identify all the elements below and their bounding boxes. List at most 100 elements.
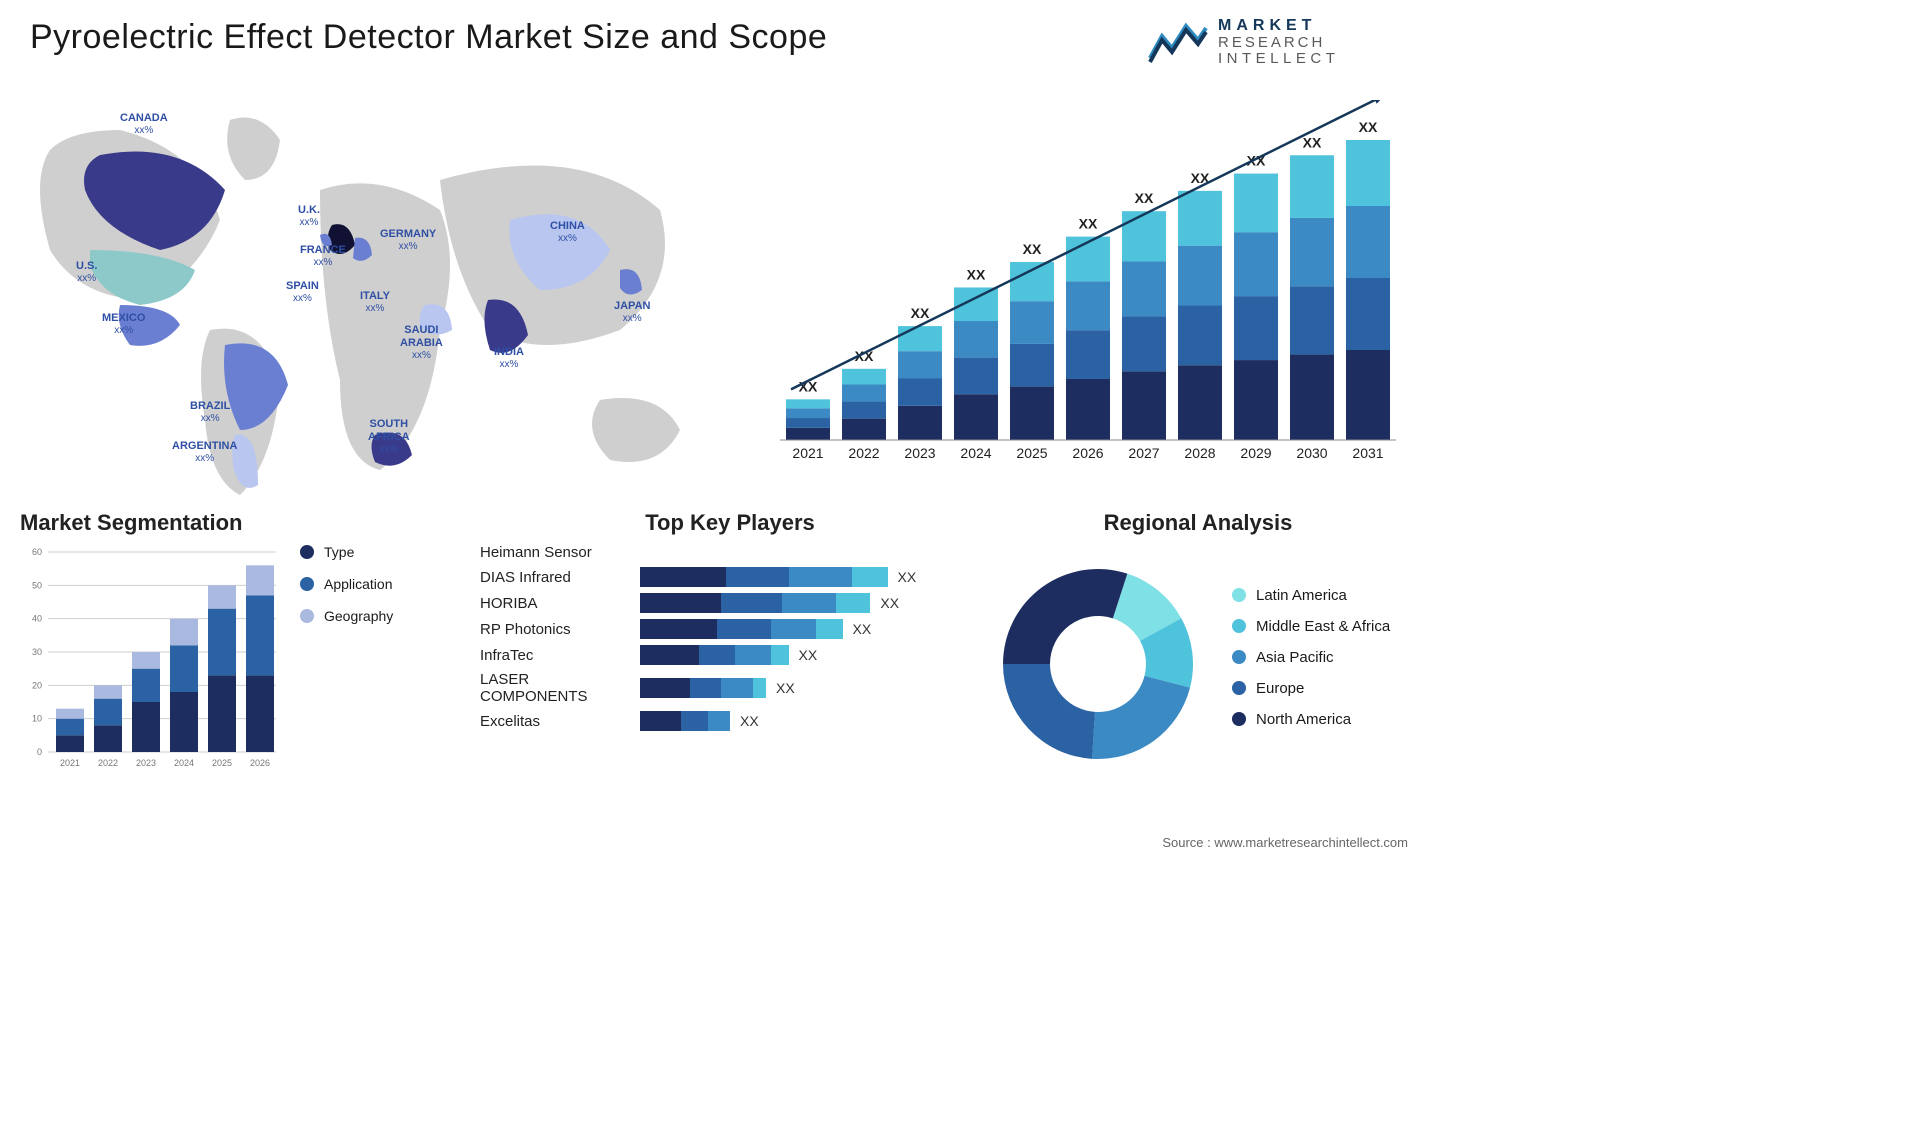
logo-line2: RESEARCH: [1218, 35, 1339, 51]
player-row: InfraTec XX: [480, 645, 980, 665]
svg-text:2022: 2022: [98, 758, 118, 768]
svg-text:20: 20: [32, 680, 42, 690]
player-row: LASER COMPONENTS XX: [480, 671, 980, 705]
svg-text:2026: 2026: [1072, 445, 1103, 461]
svg-text:2021: 2021: [792, 445, 823, 461]
players-list: DIAS InfraredXXHORIBAXXRP PhotonicsXXInf…: [480, 567, 980, 731]
region-legend-latin-america: Latin America: [1232, 587, 1390, 604]
player-bar: [640, 711, 730, 731]
svg-text:XX: XX: [1303, 134, 1322, 150]
players-header: Heimann Sensor: [480, 544, 640, 561]
player-row: DIAS Infrared XX: [480, 567, 980, 587]
player-value: XX: [799, 647, 818, 663]
region-legend-north-america: North America: [1232, 711, 1390, 728]
segmentation-legend: Type Application Geography: [300, 544, 393, 640]
growth-chart-panel: XX2021XX2022XX2023XX2024XX2025XX2026XX20…: [768, 100, 1408, 470]
player-name: HORIBA: [480, 595, 640, 612]
map-label-mexico: MEXICOxx%: [102, 312, 145, 337]
map-label-u-s-: U.S.xx%: [76, 260, 97, 285]
svg-text:2025: 2025: [212, 758, 232, 768]
map-label-india: INDIAxx%: [494, 346, 524, 371]
player-bar: [640, 678, 766, 698]
svg-text:50: 50: [32, 580, 42, 590]
player-value: XX: [853, 621, 872, 637]
svg-text:2025: 2025: [1016, 445, 1047, 461]
player-name: Excelitas: [480, 713, 640, 730]
svg-text:XX: XX: [1359, 119, 1378, 135]
map-label-u-k-: U.K.xx%: [298, 204, 320, 229]
player-value: XX: [898, 569, 917, 585]
player-name: DIAS Infrared: [480, 569, 640, 586]
player-bar: [640, 567, 888, 587]
player-bar: [640, 619, 843, 639]
svg-text:2028: 2028: [1184, 445, 1215, 461]
svg-text:2027: 2027: [1128, 445, 1159, 461]
players-title: Top Key Players: [480, 510, 980, 536]
player-row: RP Photonics XX: [480, 619, 980, 639]
seg-legend-geography: Geography: [300, 608, 393, 624]
player-bar: [640, 645, 789, 665]
svg-text:2031: 2031: [1352, 445, 1383, 461]
svg-text:XX: XX: [967, 266, 986, 282]
map-label-spain: SPAINxx%: [286, 280, 319, 305]
map-label-japan: JAPANxx%: [614, 300, 650, 325]
svg-text:10: 10: [32, 714, 42, 724]
region-legend-europe: Europe: [1232, 680, 1390, 697]
player-name: LASER COMPONENTS: [480, 671, 640, 705]
map-label-germany: GERMANYxx%: [380, 228, 436, 253]
regional-donut-svg: [988, 544, 1208, 784]
map-label-china: CHINAxx%: [550, 220, 585, 245]
players-panel: Top Key Players Heimann Sensor DIAS Infr…: [480, 510, 980, 810]
map-label-brazil: BRAZILxx%: [190, 400, 230, 425]
player-row: Excelitas XX: [480, 711, 980, 731]
player-bar: [640, 593, 870, 613]
svg-text:2026: 2026: [250, 758, 270, 768]
svg-text:2030: 2030: [1296, 445, 1327, 461]
svg-text:2024: 2024: [174, 758, 194, 768]
map-label-france: FRANCExx%: [300, 244, 346, 269]
player-value: XX: [880, 595, 899, 611]
region-legend-asia-pacific: Asia Pacific: [1232, 649, 1390, 666]
svg-text:2022: 2022: [848, 445, 879, 461]
svg-text:40: 40: [32, 614, 42, 624]
map-label-italy: ITALYxx%: [360, 290, 390, 315]
svg-text:60: 60: [32, 547, 42, 557]
growth-chart-svg: XX2021XX2022XX2023XX2024XX2025XX2026XX20…: [768, 100, 1408, 470]
world-map-panel: CANADAxx% U.S.xx% MEXICOxx% BRAZILxx% ARGENT…: [20, 100, 740, 500]
map-label-canada: CANADAxx%: [120, 112, 168, 137]
player-row: HORIBA XX: [480, 593, 980, 613]
regional-panel: Regional Analysis Latin America Middle Ea…: [988, 510, 1408, 810]
seg-legend-application: Application: [300, 576, 393, 592]
player-name: RP Photonics: [480, 621, 640, 638]
svg-text:2023: 2023: [904, 445, 935, 461]
region-legend-middle-east-africa: Middle East & Africa: [1232, 618, 1390, 635]
players-header-row: Heimann Sensor: [480, 544, 980, 561]
segmentation-title: Market Segmentation: [20, 510, 460, 536]
player-value: XX: [740, 713, 759, 729]
logo-line1: MARKET: [1218, 18, 1339, 35]
svg-text:2023: 2023: [136, 758, 156, 768]
svg-text:30: 30: [32, 647, 42, 657]
svg-text:2021: 2021: [60, 758, 80, 768]
map-label-south-africa: SOUTHAFRICAxx%: [368, 418, 410, 456]
regional-legend: Latin America Middle East & Africa Asia Pa…: [1232, 587, 1390, 742]
regional-title: Regional Analysis: [988, 510, 1408, 536]
brand-logo: MARKET RESEARCH INTELLECT: [1148, 18, 1408, 66]
map-label-saudi-arabia: SAUDIARABIAxx%: [400, 324, 443, 362]
segmentation-panel: Market Segmentation 0 10 20 30 40 50 60 2021 202…: [20, 510, 460, 810]
page-title: Pyroelectric Effect Detector Market Size…: [30, 18, 827, 57]
seg-legend-type: Type: [300, 544, 393, 560]
svg-text:XX: XX: [1079, 216, 1098, 232]
source-note: Source : www.marketresearchintellect.com: [1162, 835, 1408, 850]
svg-text:XX: XX: [1135, 190, 1154, 206]
svg-text:XX: XX: [1023, 241, 1042, 257]
svg-text:XX: XX: [911, 305, 930, 321]
segmentation-chart-svg: 0 10 20 30 40 50 60 2021 2022 2023 2024 2025 2026: [20, 544, 280, 774]
logo-mark-icon: [1148, 18, 1208, 66]
logo-line3: INTELLECT: [1218, 51, 1339, 67]
map-label-argentina: ARGENTINAxx%: [172, 440, 237, 465]
player-name: InfraTec: [480, 647, 640, 664]
svg-text:0: 0: [37, 747, 42, 757]
player-value: XX: [776, 680, 795, 696]
svg-text:2029: 2029: [1240, 445, 1271, 461]
